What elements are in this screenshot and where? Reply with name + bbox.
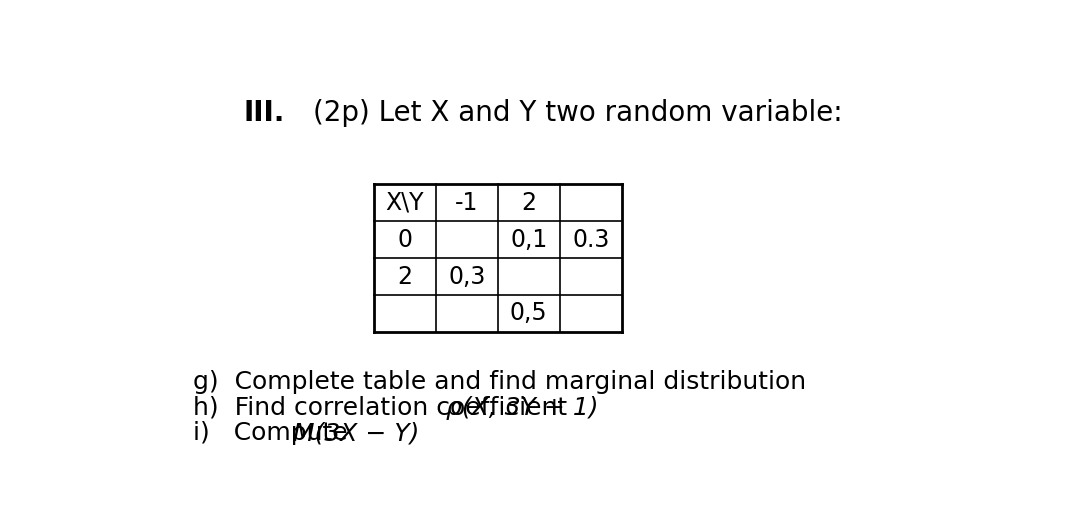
Text: 0.3: 0.3 (572, 228, 609, 251)
Text: i)   Compute: i) Compute (193, 421, 355, 445)
Text: X\Y: X\Y (386, 191, 424, 214)
Text: (2p) Let X and Y two random variable:: (2p) Let X and Y two random variable: (313, 100, 842, 128)
Text: 2: 2 (397, 265, 413, 288)
Text: 2: 2 (522, 191, 536, 214)
Text: M(3X − Y): M(3X − Y) (293, 421, 419, 445)
Text: III.: III. (243, 100, 285, 128)
Text: 0,1: 0,1 (510, 228, 548, 251)
Text: 0,3: 0,3 (448, 265, 485, 288)
Text: h)  Find correlation coefficient: h) Find correlation coefficient (193, 396, 576, 420)
Text: g)  Complete table and find marginal distribution: g) Complete table and find marginal dist… (193, 370, 807, 395)
Text: ρ(X, 3Y + 1): ρ(X, 3Y + 1) (446, 396, 598, 420)
Text: 0: 0 (397, 228, 413, 251)
Text: -1: -1 (455, 191, 478, 214)
Text: 0,5: 0,5 (510, 301, 548, 326)
